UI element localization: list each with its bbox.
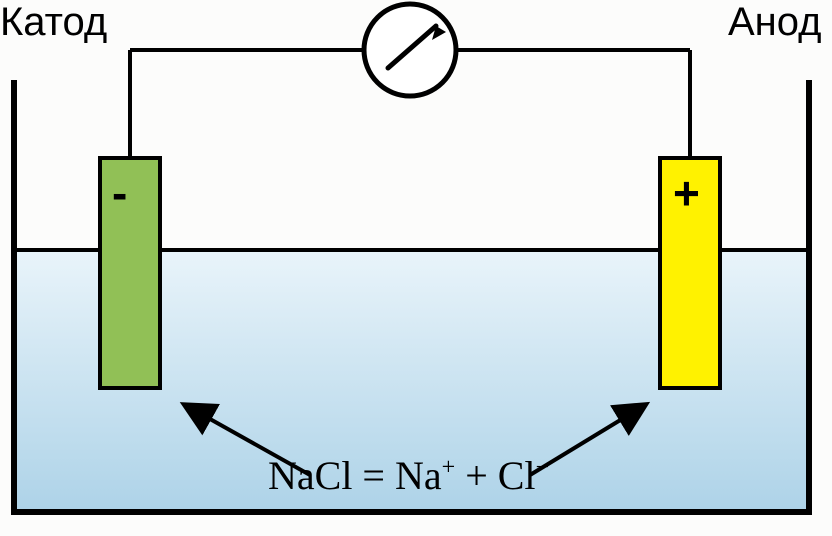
- cathode-sign: -: [112, 170, 127, 216]
- cathode-electrode: [100, 158, 160, 388]
- dissociation-formula: NaCl = Na+ + Cl−: [268, 452, 549, 499]
- electrolysis-diagram: { "canvas": { "width": 832, "height": 53…: [0, 0, 832, 536]
- anode-label: Анод: [728, 0, 821, 45]
- cathode-label: Катод: [0, 0, 107, 45]
- anode-sign: +: [673, 170, 700, 216]
